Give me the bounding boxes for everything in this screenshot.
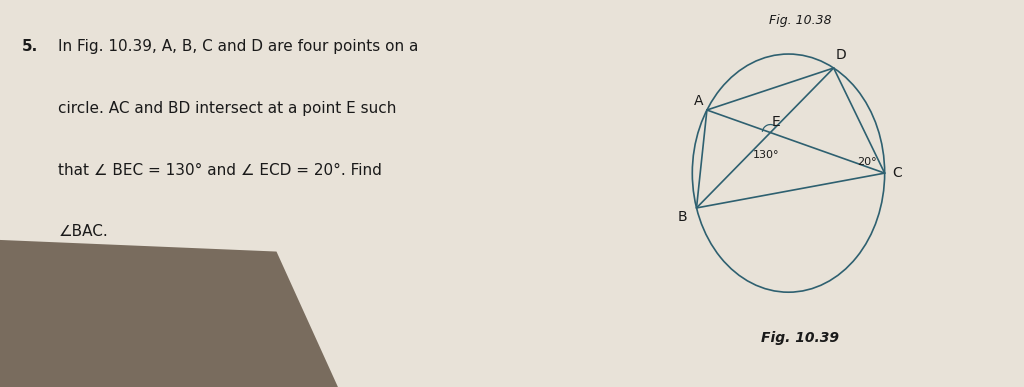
Text: 130°: 130° bbox=[753, 150, 779, 160]
Text: circle. AC and BD intersect at a point E such: circle. AC and BD intersect at a point E… bbox=[58, 101, 396, 116]
Text: A: A bbox=[693, 94, 702, 108]
Polygon shape bbox=[0, 240, 338, 387]
Text: Fig. 10.39: Fig. 10.39 bbox=[761, 331, 839, 345]
Text: 5.: 5. bbox=[22, 39, 38, 54]
Text: E: E bbox=[772, 115, 780, 128]
Text: 20°: 20° bbox=[857, 157, 877, 167]
Text: that ∠ BEC = 130° and ∠ ECD = 20°. Find: that ∠ BEC = 130° and ∠ ECD = 20°. Find bbox=[58, 163, 382, 178]
Text: ∠BAC.: ∠BAC. bbox=[58, 224, 109, 240]
Text: Fig. 10.38: Fig. 10.38 bbox=[769, 14, 831, 27]
Text: D: D bbox=[836, 48, 846, 62]
Text: C: C bbox=[893, 166, 902, 180]
Text: B: B bbox=[677, 211, 687, 224]
Text: In Fig. 10.39, A, B, C and D are four points on a: In Fig. 10.39, A, B, C and D are four po… bbox=[58, 39, 419, 54]
